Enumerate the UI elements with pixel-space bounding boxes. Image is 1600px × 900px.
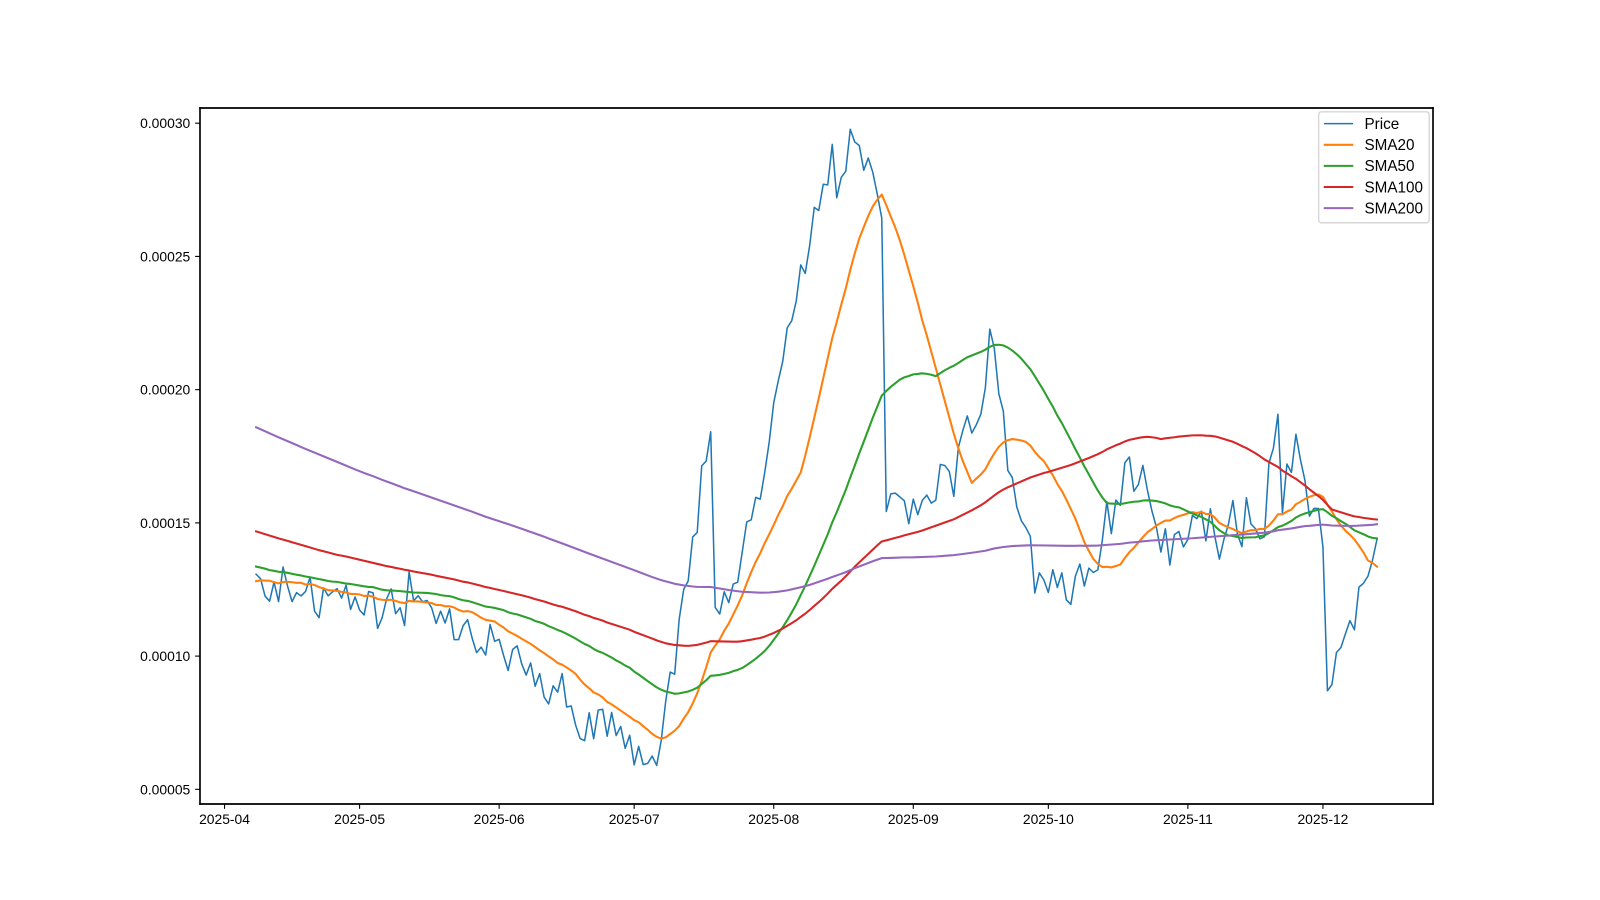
svg-text:2025-11: 2025-11	[1163, 811, 1213, 827]
svg-text:0.00010: 0.00010	[140, 648, 190, 664]
svg-text:2025-05: 2025-05	[334, 811, 385, 827]
svg-text:SMA20: SMA20	[1364, 137, 1414, 154]
svg-text:0.00005: 0.00005	[140, 781, 190, 797]
svg-text:2025-10: 2025-10	[1023, 811, 1074, 827]
svg-text:2025-06: 2025-06	[474, 811, 525, 827]
svg-text:2025-09: 2025-09	[888, 811, 939, 827]
svg-text:2025-07: 2025-07	[609, 811, 660, 827]
svg-text:2025-04: 2025-04	[199, 811, 250, 827]
svg-text:0.00015: 0.00015	[140, 515, 190, 531]
svg-text:0.00030: 0.00030	[140, 115, 190, 131]
svg-text:0.00020: 0.00020	[140, 382, 190, 398]
svg-text:Price: Price	[1364, 116, 1399, 133]
svg-text:2025-08: 2025-08	[748, 811, 799, 827]
svg-text:SMA200: SMA200	[1364, 200, 1423, 217]
svg-text:0.00025: 0.00025	[140, 248, 190, 264]
svg-text:2025-12: 2025-12	[1297, 811, 1348, 827]
svg-text:SMA50: SMA50	[1364, 158, 1414, 175]
svg-text:SMA100: SMA100	[1364, 179, 1423, 196]
